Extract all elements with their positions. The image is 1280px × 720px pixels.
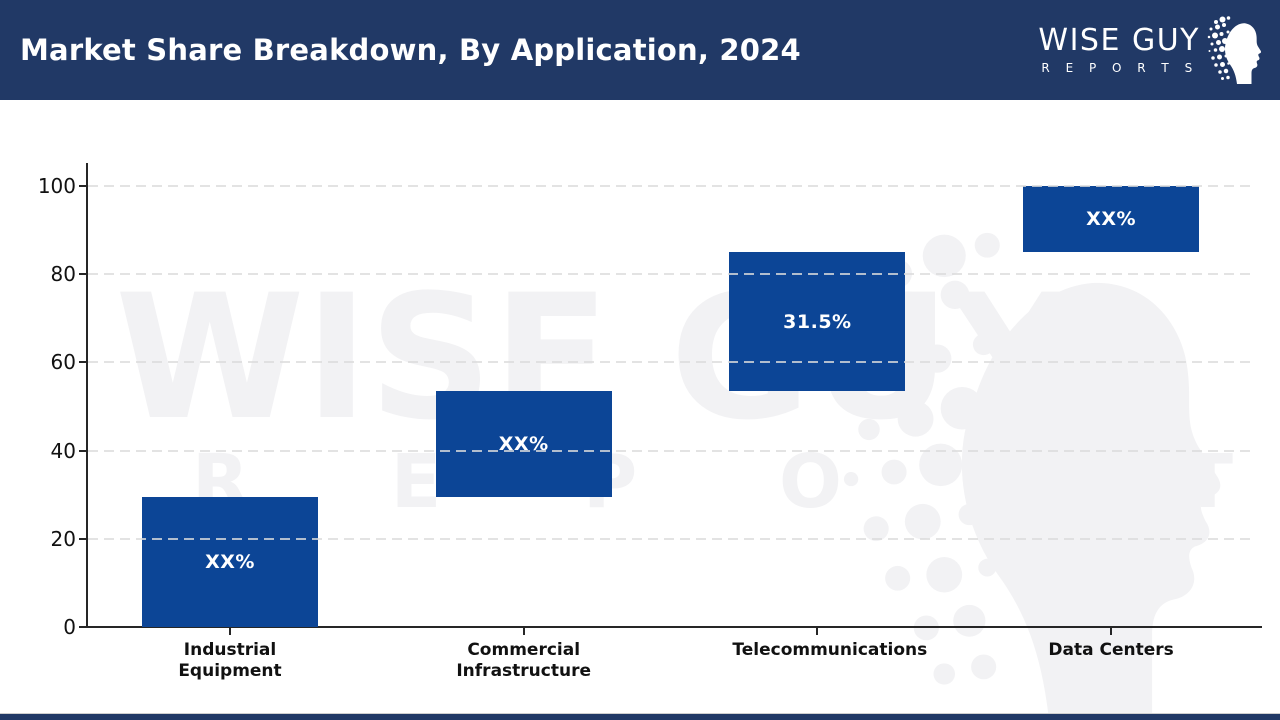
x-axis-tick xyxy=(229,628,231,635)
header: Market Share Breakdown, By Application, … xyxy=(0,0,1280,100)
y-axis-tick xyxy=(79,361,86,364)
bar-commercial-infrastructure: XX% xyxy=(435,391,612,497)
x-axis-tick xyxy=(816,628,819,635)
y-axis-tick-label: 80 xyxy=(50,262,76,287)
bar-industrial-equipment: XX% xyxy=(142,496,318,627)
bar-telecommunications: 31.5% xyxy=(729,252,906,392)
bar-value-label-data-centers: XX% xyxy=(1086,208,1137,231)
x-axis-category-label-industrial-equipment: Industrial Equipment xyxy=(178,640,282,681)
bar-value-label-telecommunications: 31.5% xyxy=(783,310,852,333)
gridline-60 xyxy=(88,361,1253,364)
x-axis-category-label-data-centers: Data Centers xyxy=(1048,640,1174,660)
gridline-80 xyxy=(88,273,1253,276)
y-axis-tick-label: 40 xyxy=(50,438,76,463)
x-axis-tick xyxy=(1110,628,1113,635)
footer-bar xyxy=(0,713,1280,720)
y-axis-tick xyxy=(79,449,86,452)
wiseguy-logo-text: WISE GUY R E P O R T S xyxy=(1038,22,1200,75)
logo-subtext: R E P O R T S xyxy=(1041,60,1199,75)
x-axis-line xyxy=(86,626,1262,628)
gridline-40 xyxy=(88,449,1253,452)
gridline-20 xyxy=(88,537,1253,540)
y-axis-tick-label: 60 xyxy=(50,350,76,375)
page-title: Market Share Breakdown, By Application, … xyxy=(20,33,801,67)
wiseguy-logo: WISE GUY R E P O R T S xyxy=(1038,12,1266,88)
x-axis-tick xyxy=(522,628,525,635)
x-axis-category-label-telecommunications: Telecommunications xyxy=(732,640,928,660)
y-axis-tick-label: 20 xyxy=(50,526,76,551)
y-axis-tick-label: 0 xyxy=(63,615,76,639)
logo-wordmark: WISE GUY xyxy=(1038,22,1200,58)
y-axis-tick xyxy=(79,537,86,540)
y-axis-tick xyxy=(79,273,86,276)
y-axis-tick xyxy=(79,185,86,187)
y-axis-line xyxy=(86,163,88,628)
gridline-100 xyxy=(88,185,1253,187)
y-axis-tick xyxy=(79,626,86,628)
bar-data-centers: XX% xyxy=(1023,186,1200,253)
y-axis-tick-label: 100 xyxy=(37,174,76,198)
bar-value-label-industrial-equipment: XX% xyxy=(205,550,255,573)
wiseguy-head-icon xyxy=(1207,16,1262,84)
x-axis-category-label-commercial-infrastructure: Commercial Infrastructure xyxy=(456,640,591,681)
bar-value-label-commercial-infrastructure: XX% xyxy=(498,432,549,455)
